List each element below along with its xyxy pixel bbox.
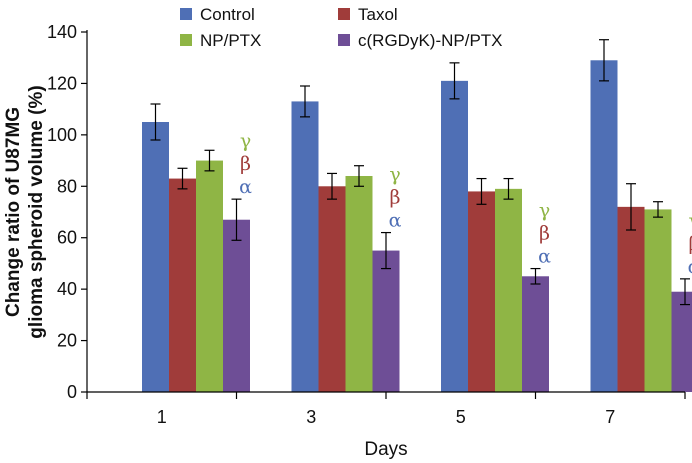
bar — [318, 186, 346, 392]
y-tick-label: 0 — [67, 382, 77, 402]
bar — [441, 80, 468, 392]
significance-symbol: α — [688, 256, 692, 278]
bar — [345, 176, 373, 392]
bar — [644, 209, 672, 392]
significance-symbol: γ — [539, 200, 550, 222]
bar — [671, 291, 692, 392]
legend-label: c(RGDyK)-NP/PTX — [358, 31, 503, 50]
significance-symbol: γ — [688, 210, 692, 232]
legend-swatch — [180, 34, 192, 46]
bar — [495, 188, 522, 392]
significance-symbol: α — [389, 210, 402, 232]
y-tick-label: 120 — [47, 73, 77, 93]
bars: γβαγβαγβαγβα — [142, 39, 692, 393]
bar — [291, 101, 319, 392]
y-tick-label: 40 — [57, 279, 77, 299]
bar — [617, 206, 645, 392]
legend: Control Taxol NP/PTX c(RGDyK)-NP/PTX — [180, 5, 503, 50]
bar — [196, 160, 223, 392]
y-tick-label: 140 — [47, 22, 77, 42]
x-tick-label: 7 — [605, 407, 615, 427]
x-axis: 1 3 5 7 — [86, 391, 686, 427]
bar — [468, 191, 495, 392]
significance-symbol: γ — [389, 164, 400, 186]
legend-swatch — [338, 8, 350, 20]
x-tick-label: 1 — [157, 407, 167, 427]
y-axis-title-line: Change ratio of U87MG — [3, 107, 24, 317]
legend-label: Taxol — [358, 5, 398, 24]
x-axis-title: Days — [364, 439, 407, 460]
significance-symbol: β — [689, 233, 692, 255]
y-axis-title-line: glioma spheroid volume (%) — [26, 85, 47, 338]
bar — [372, 250, 400, 392]
bar — [522, 276, 549, 392]
y-axis: 0 20 40 60 80 100 120 140 — [47, 22, 88, 402]
y-axis-title: Change ratio of U87MG glioma spheroid vol… — [3, 85, 47, 338]
significance-symbol: β — [240, 153, 251, 175]
significance-symbol: γ — [240, 130, 251, 152]
bar — [223, 219, 250, 392]
legend-label: NP/PTX — [200, 31, 261, 50]
y-tick-label: 20 — [57, 331, 77, 351]
y-tick-label: 80 — [57, 176, 77, 196]
significance-symbol: β — [390, 187, 401, 209]
bar — [590, 60, 618, 393]
legend-swatch — [338, 34, 350, 46]
bar — [169, 178, 196, 392]
x-tick-label: 3 — [306, 407, 316, 427]
legend-label: Control — [200, 5, 255, 24]
significance-symbol: β — [539, 223, 550, 245]
significance-symbol: α — [538, 246, 551, 268]
significance-symbol: α — [239, 176, 252, 198]
y-tick-label: 100 — [47, 125, 77, 145]
y-tick-label: 60 — [57, 228, 77, 248]
bar — [142, 122, 169, 392]
legend-swatch — [180, 8, 192, 20]
x-tick-label: 5 — [456, 407, 466, 427]
